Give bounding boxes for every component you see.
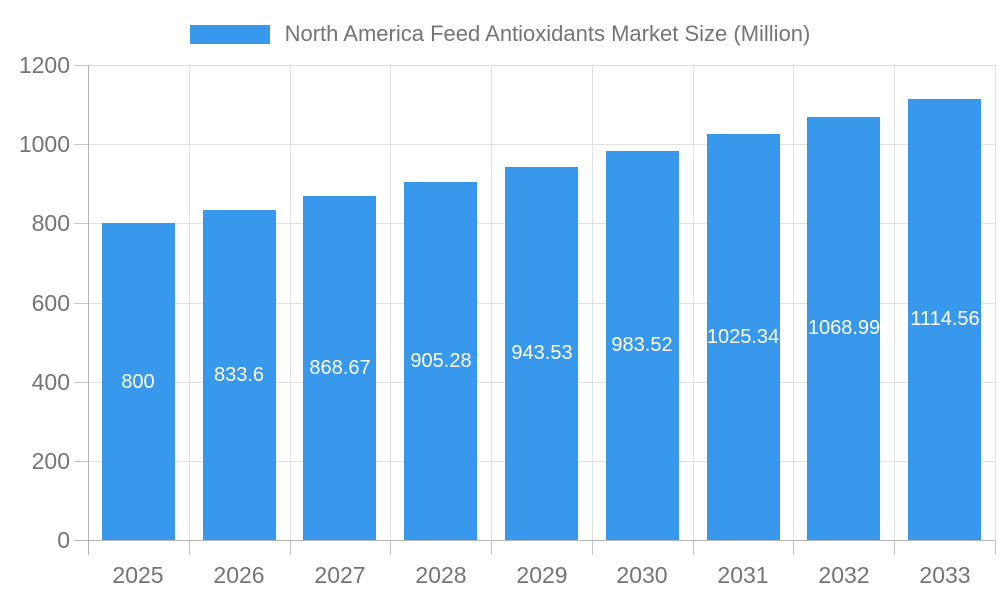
bar-value-label: 1114.56 bbox=[910, 308, 980, 330]
x-axis-label: 2032 bbox=[818, 562, 870, 588]
x-tick bbox=[290, 540, 291, 555]
x-axis-label: 2029 bbox=[516, 562, 568, 588]
y-axis-label: 600 bbox=[31, 290, 70, 316]
x-axis-label: 2025 bbox=[112, 562, 164, 588]
x-tick bbox=[693, 540, 694, 555]
y-tick bbox=[74, 303, 88, 304]
x-tick bbox=[189, 540, 190, 555]
v-gridline bbox=[290, 65, 291, 540]
x-axis-label: 2027 bbox=[314, 562, 366, 588]
x-tick bbox=[491, 540, 492, 555]
bar-value-label: 943.53 bbox=[511, 342, 573, 364]
bar-value-label: 868.67 bbox=[309, 357, 371, 379]
y-axis-label: 800 bbox=[31, 210, 70, 236]
bar[interactable] bbox=[203, 210, 276, 540]
chart-legend[interactable]: North America Feed Antioxidants Market S… bbox=[0, 18, 1000, 50]
x-axis-label: 2028 bbox=[415, 562, 467, 588]
x-tick bbox=[793, 540, 794, 555]
x-tick bbox=[592, 540, 593, 555]
bar-value-label: 983.52 bbox=[611, 334, 673, 356]
bar[interactable] bbox=[404, 182, 477, 540]
bar[interactable] bbox=[505, 167, 578, 540]
h-gridline bbox=[88, 144, 995, 145]
x-axis-line bbox=[74, 540, 995, 541]
v-gridline bbox=[189, 65, 190, 540]
y-tick bbox=[74, 223, 88, 224]
v-gridline bbox=[894, 65, 895, 540]
bar-value-label: 1025.34 bbox=[706, 326, 780, 348]
bar[interactable] bbox=[908, 99, 981, 540]
y-axis-label: 400 bbox=[31, 369, 70, 395]
x-axis-label: 2031 bbox=[717, 562, 769, 588]
bar[interactable] bbox=[303, 196, 376, 540]
y-tick bbox=[74, 144, 88, 145]
v-gridline bbox=[491, 65, 492, 540]
v-gridline bbox=[390, 65, 391, 540]
bar[interactable] bbox=[807, 117, 880, 540]
h-gridline bbox=[88, 65, 995, 66]
legend-label: North America Feed Antioxidants Market S… bbox=[284, 21, 811, 46]
bar[interactable] bbox=[606, 151, 679, 540]
y-tick bbox=[74, 65, 88, 66]
y-axis-label: 200 bbox=[31, 448, 70, 474]
x-axis-label: 2026 bbox=[213, 562, 265, 588]
bar-value-label: 905.28 bbox=[410, 350, 472, 372]
x-axis-label: 2030 bbox=[616, 562, 668, 588]
x-tick bbox=[995, 540, 996, 555]
y-axis-label: 1200 bbox=[18, 52, 70, 78]
bar-value-label: 833.6 bbox=[213, 364, 265, 386]
v-gridline bbox=[693, 65, 694, 540]
legend-swatch-icon bbox=[189, 24, 270, 44]
bar-value-label: 1068.99 bbox=[807, 317, 881, 339]
y-axis-label: 1000 bbox=[18, 131, 70, 157]
x-tick bbox=[894, 540, 895, 555]
x-tick bbox=[390, 540, 391, 555]
y-axis-line bbox=[88, 65, 89, 555]
bar-value-label: 800 bbox=[121, 371, 155, 393]
bar[interactable] bbox=[707, 134, 780, 540]
v-gridline bbox=[995, 65, 996, 540]
y-axis-label: 0 bbox=[57, 527, 70, 553]
v-gridline bbox=[592, 65, 593, 540]
y-tick bbox=[74, 461, 88, 462]
v-gridline bbox=[793, 65, 794, 540]
x-axis-label: 2033 bbox=[919, 562, 971, 588]
y-tick bbox=[74, 382, 88, 383]
bar[interactable] bbox=[102, 223, 175, 540]
